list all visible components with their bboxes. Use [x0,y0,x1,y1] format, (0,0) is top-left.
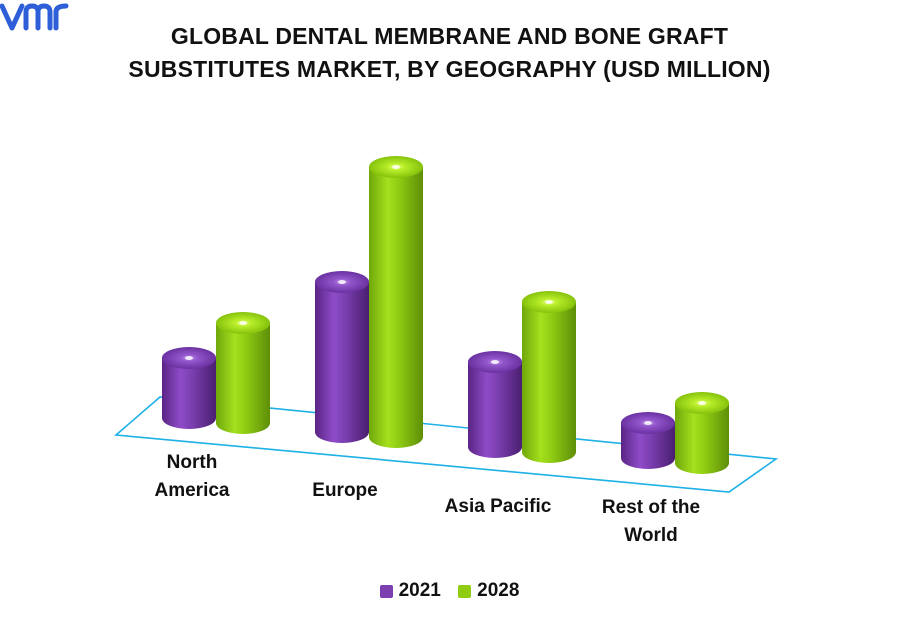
chart-title-line-2: SUBSTITUTES MARKET, BY GEOGRAPHY (USD MI… [128,56,771,82]
bar-2021-rest-of-the-world [621,412,675,469]
bar-2028-asia-pacific [522,291,576,463]
bar-2021-asia-pacific [468,351,522,458]
x-tick-label-north-america: North America [155,452,230,501]
legend-swatch-2021 [379,584,393,598]
bar-highlight [239,321,247,325]
bar-highlight [185,356,193,360]
bar-body [675,403,729,474]
legend-swatch-2028 [458,584,472,598]
x-tick-label-rest-of-the-world: Rest of the World [602,497,700,546]
bar-2028-europe [369,156,423,448]
bar-2021-europe [315,271,369,443]
legend-item-2028: 2028 [458,580,519,602]
bar-body [216,323,270,434]
bar-body [315,282,369,443]
bar-highlight [392,165,400,169]
chart-title: GLOBAL DENTAL MEMBRANE AND BONE GRAFT SU… [0,20,899,86]
x-tick-label-asia-pacific: Asia Pacific [445,496,552,517]
bar-2028-rest-of-the-world [675,392,729,474]
bar-body [369,167,423,448]
bar-2028-north-america [216,312,270,434]
bar-body [621,423,675,469]
floor-plane [114,396,779,493]
chart-title-line-1: GLOBAL DENTAL MEMBRANE AND BONE GRAFT [170,23,729,49]
bar-highlight [545,300,553,304]
x-tick-label-europe: Europe [312,480,377,501]
legend: 2021 2028 [0,580,899,604]
bar-highlight [644,421,652,425]
bar-2021-north-america [162,347,216,429]
bar-highlight [491,360,499,364]
legend-label-2021: 2021 [398,580,441,601]
legend-label-2028: 2028 [477,580,520,601]
vmr-logo [0,3,69,31]
bar-highlight [698,401,706,405]
bar-body [522,302,576,463]
legend-item-2021: 2021 [379,580,441,602]
bar-highlight [338,280,346,284]
bar-body [162,358,216,429]
bar-body [468,362,522,458]
